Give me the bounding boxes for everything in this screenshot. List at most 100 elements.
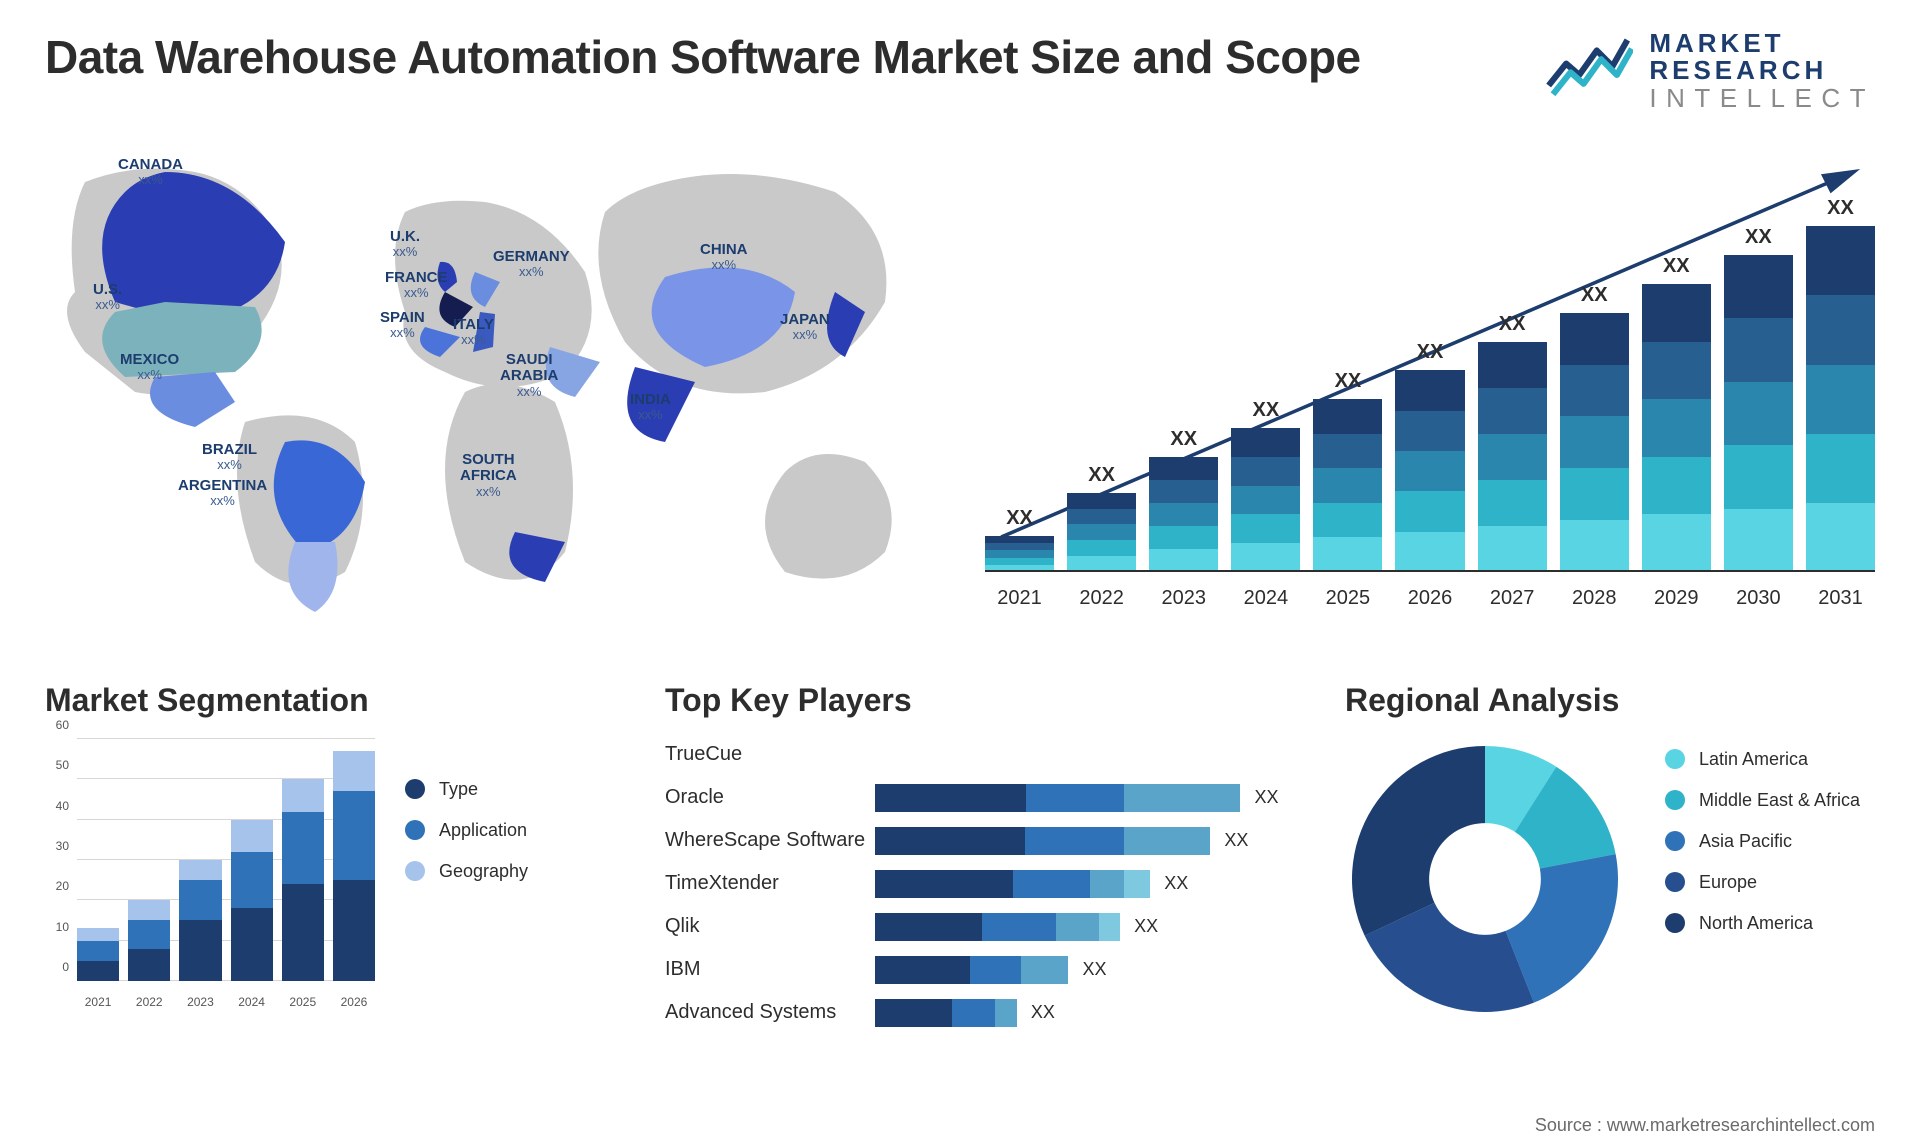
- growth-bar-2024: XX: [1231, 399, 1300, 572]
- growth-bar-2022: XX: [1067, 464, 1136, 572]
- seg-legend-item: Application: [405, 820, 625, 841]
- growth-bar-value: XX: [1663, 255, 1690, 278]
- regional-legend: Latin America Middle East & Africa Asia Pa…: [1665, 739, 1875, 954]
- segmentation-legend: Type Application Geography: [405, 739, 625, 1009]
- kp-value: XX: [1031, 1002, 1055, 1023]
- map-label: SAUDIARABIAxx%: [500, 352, 558, 399]
- source-text: Source : www.marketresearchintellect.com: [1535, 1115, 1875, 1136]
- growth-bar-2027: XX: [1478, 313, 1547, 572]
- reg-legend-item: Middle East & Africa: [1665, 790, 1875, 811]
- regional-title: Regional Analysis: [1345, 682, 1875, 719]
- key-players-title: Top Key Players: [665, 682, 1305, 719]
- legend-dot-icon: [405, 779, 425, 799]
- seg-bar-2023: [179, 860, 221, 981]
- growth-x-tick: 2031: [1806, 587, 1875, 610]
- brand-block: MARKET RESEARCH INTELLECT: [1543, 30, 1875, 112]
- seg-legend-item: Geography: [405, 861, 625, 882]
- seg-y-tick: 30: [56, 839, 69, 853]
- map-label: GERMANYxx%: [493, 249, 570, 280]
- seg-x-tick: 2023: [179, 995, 221, 1009]
- map-label: SOUTHAFRICAxx%: [460, 452, 517, 499]
- kp-row: TrueCue: [665, 739, 1305, 771]
- growth-bar-value: XX: [1252, 399, 1279, 422]
- kp-name: Oracle: [665, 786, 875, 809]
- growth-x-tick: 2024: [1231, 587, 1300, 610]
- seg-y-tick: 20: [56, 879, 69, 893]
- kp-value: XX: [1164, 873, 1188, 894]
- growth-x-tick: 2026: [1395, 587, 1464, 610]
- seg-bar-2026: [333, 751, 375, 981]
- map-label: ARGENTINAxx%: [178, 478, 267, 509]
- growth-bar-2021: XX: [985, 507, 1054, 572]
- growth-bar-2025: XX: [1313, 370, 1382, 572]
- donut-slice: [1352, 746, 1485, 936]
- key-players-panel: Top Key Players TrueCueOracleXXWhereScap…: [665, 682, 1305, 1029]
- segmentation-title: Market Segmentation: [45, 682, 625, 719]
- segmentation-chart: 0102030405060 202120222023202420252026: [45, 739, 375, 1009]
- growth-bar-value: XX: [1170, 428, 1197, 451]
- kp-name: Advanced Systems: [665, 1001, 875, 1024]
- seg-legend-item: Type: [405, 779, 625, 800]
- growth-bar-2029: XX: [1642, 255, 1711, 572]
- map-label: INDIAxx%: [630, 392, 671, 423]
- map-label: CANADAxx%: [118, 157, 183, 188]
- seg-x-tick: 2024: [231, 995, 273, 1009]
- growth-bar-2026: XX: [1395, 341, 1464, 572]
- growth-x-tick: 2023: [1149, 587, 1218, 610]
- growth-bar-value: XX: [1417, 341, 1444, 364]
- growth-x-tick: 2022: [1067, 587, 1136, 610]
- reg-legend-item: Latin America: [1665, 749, 1875, 770]
- map-label: JAPANxx%: [780, 312, 830, 343]
- kp-row: TimeXtender XX: [665, 868, 1305, 900]
- map-label: FRANCExx%: [385, 270, 448, 301]
- kp-value: XX: [1224, 830, 1248, 851]
- growth-bar-2023: XX: [1149, 428, 1218, 572]
- reg-legend-item: North America: [1665, 913, 1875, 934]
- legend-dot-icon: [1665, 872, 1685, 892]
- kp-bar: [875, 999, 1017, 1027]
- kp-value: XX: [1255, 787, 1279, 808]
- map-label: ITALYxx%: [453, 317, 494, 348]
- seg-x-tick: 2025: [282, 995, 324, 1009]
- seg-x-tick: 2021: [77, 995, 119, 1009]
- seg-y-tick: 0: [62, 960, 69, 974]
- kp-row: IBMXX: [665, 954, 1305, 986]
- map-label: U.K.xx%: [390, 229, 420, 260]
- growth-bar-value: XX: [1335, 370, 1362, 393]
- kp-bar: [875, 784, 1241, 812]
- brand-logo-icon: [1543, 33, 1633, 108]
- seg-y-tick: 50: [56, 758, 69, 772]
- segmentation-panel: Market Segmentation 0102030405060 202120…: [45, 682, 625, 1029]
- growth-bar-value: XX: [1088, 464, 1115, 487]
- page-title: Data Warehouse Automation Software Marke…: [45, 30, 1361, 84]
- legend-dot-icon: [1665, 831, 1685, 851]
- seg-bar-2022: [128, 900, 170, 981]
- legend-dot-icon: [1665, 749, 1685, 769]
- growth-x-tick: 2025: [1313, 587, 1382, 610]
- kp-name: TrueCue: [665, 743, 875, 766]
- kp-name: TimeXtender: [665, 872, 875, 895]
- kp-bar: [875, 870, 1150, 898]
- map-label: BRAZILxx%: [202, 442, 257, 473]
- world-map: CANADAxx%U.S.xx%MEXICOxx%BRAZILxx%ARGENT…: [45, 142, 945, 622]
- reg-legend-item: Asia Pacific: [1665, 831, 1875, 852]
- map-label: CHINAxx%: [700, 242, 748, 273]
- growth-bar-2030: XX: [1724, 226, 1793, 572]
- seg-bar-2021: [77, 928, 119, 980]
- growth-x-tick: 2028: [1560, 587, 1629, 610]
- seg-x-tick: 2022: [128, 995, 170, 1009]
- growth-bar-value: XX: [1827, 197, 1854, 220]
- map-label: U.S.xx%: [93, 282, 122, 313]
- growth-x-tick: 2030: [1724, 587, 1793, 610]
- map-label: SPAINxx%: [380, 310, 425, 341]
- legend-dot-icon: [405, 861, 425, 881]
- map-country-argentina: [288, 542, 337, 612]
- reg-legend-item: Europe: [1665, 872, 1875, 893]
- kp-name: IBM: [665, 958, 875, 981]
- legend-dot-icon: [1665, 913, 1685, 933]
- seg-x-tick: 2026: [333, 995, 375, 1009]
- kp-row: QlikXX: [665, 911, 1305, 943]
- growth-bar-value: XX: [1006, 507, 1033, 530]
- kp-bar: [875, 956, 1069, 984]
- kp-row: Advanced Systems XX: [665, 997, 1305, 1029]
